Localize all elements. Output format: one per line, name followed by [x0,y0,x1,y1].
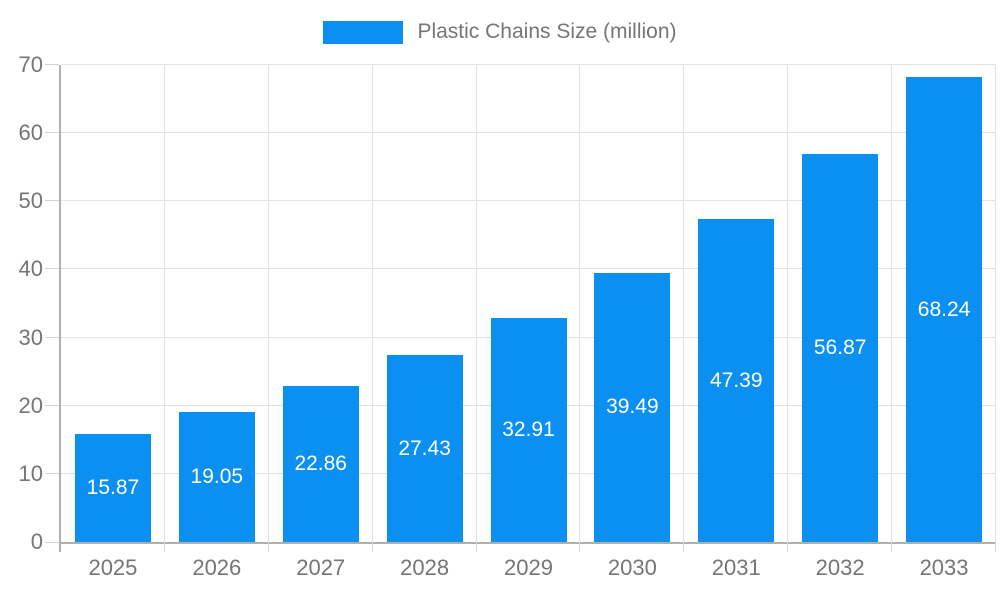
y-gridline [61,200,996,202]
y-tick [45,268,59,270]
bar[interactable]: 39.49 [594,272,671,542]
x-tick-label: 2030 [607,555,657,580]
y-tick-label: 50 [18,188,43,214]
y-gridline [61,64,996,65]
bar-value-label: 32.91 [502,417,555,441]
y-tick-label: 0 [30,529,43,554]
x-tick [371,542,373,552]
bar-value-label: 68.24 [917,297,971,321]
x-gridline [267,65,269,542]
y-tick [45,336,59,338]
bar-value-label: 39.49 [606,395,659,419]
y-gridline [61,268,996,270]
y-gridline [61,132,996,134]
bar[interactable]: 56.87 [802,154,879,542]
y-tick-label: 10 [18,460,43,486]
x-tick [891,542,893,552]
x-tick-label: 2028 [400,555,450,580]
bar[interactable]: 22.86 [282,386,359,542]
bar[interactable]: 27.43 [386,355,463,542]
x-tick-label: 2032 [815,555,865,580]
bar-value-label: 27.43 [398,436,451,460]
x-tick-label: 2033 [919,555,969,580]
y-tick [45,64,59,65]
bar-value-label: 56.87 [813,336,867,360]
x-tick-label: 2026 [192,555,242,580]
x-gridline [787,65,789,542]
bar-value-label: 19.05 [190,465,244,489]
x-tick [163,542,165,552]
y-tick [45,542,59,543]
bar-value-label: 15.87 [86,475,140,499]
y-tick-label: 30 [18,324,43,350]
bar[interactable]: 32.91 [490,317,567,542]
x-gridline [371,65,373,542]
legend-swatch-icon [323,20,404,44]
x-tick [59,542,61,552]
bar[interactable]: 15.87 [74,433,151,542]
x-tick [475,542,477,552]
bar[interactable]: 68.24 [906,77,983,542]
bar-value-label: 22.86 [294,452,347,476]
x-tick [579,542,581,552]
x-gridline [995,65,996,542]
y-tick-label: 70 [18,52,43,77]
legend-item[interactable]: Plastic Chains Size (million) [323,20,677,44]
x-tick-label: 2025 [88,555,138,580]
y-tick [45,472,59,474]
x-tick-label: 2027 [296,555,346,580]
x-gridline [475,65,477,542]
bar-value-label: 47.39 [709,368,763,392]
y-tick-label: 20 [18,392,43,418]
bar[interactable]: 19.05 [178,412,255,542]
x-gridline [163,65,165,542]
legend: Plastic Chains Size (million) [0,20,1000,44]
y-tick [45,200,59,202]
x-tick [787,542,789,552]
x-tick-label: 2029 [504,555,553,580]
plot-area: 0 10 20 30 40 50 60 70 15.87 2025 19.05 2026 22.86 20… [19,54,996,580]
x-gridline [579,65,581,542]
x-gridline [683,65,685,542]
bar[interactable]: 47.39 [698,219,775,542]
x-gridline [891,65,893,542]
y-tick-label: 40 [18,256,43,282]
x-tick [683,542,685,552]
y-tick-label: 60 [18,120,43,146]
legend-label: Plastic Chains Size (million) [417,20,677,43]
x-tick [995,542,996,552]
x-tick-label: 2031 [711,555,761,580]
y-tick [45,132,59,134]
y-tick [45,404,59,406]
x-tick [267,542,269,552]
